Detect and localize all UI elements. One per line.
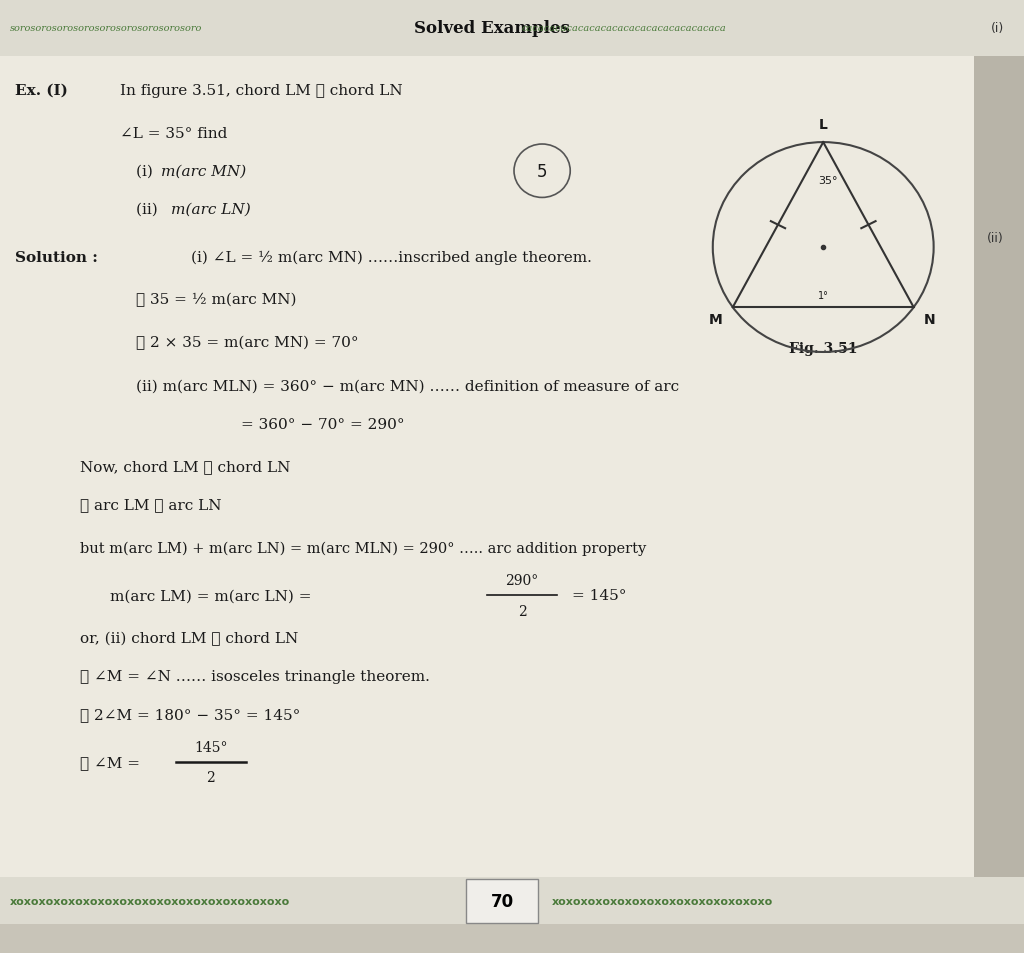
FancyBboxPatch shape: [466, 879, 538, 923]
Text: ∴ 35 = ½ m(arc MN): ∴ 35 = ½ m(arc MN): [135, 294, 296, 307]
Text: (ii): (ii): [135, 203, 162, 216]
Text: 70: 70: [490, 892, 513, 909]
Bar: [974, 29, 1024, 924]
Text: ∴ arc LM ≅ arc LN: ∴ arc LM ≅ arc LN: [80, 498, 222, 512]
Text: Now, chord LM ≅ chord LN: Now, chord LM ≅ chord LN: [80, 460, 291, 474]
Text: (i) ∠L = ½ m(arc MN) ……inscribed angle theorem.: (i) ∠L = ½ m(arc MN) ……inscribed angle t…: [190, 250, 592, 265]
Text: Ex. (I): Ex. (I): [15, 84, 68, 97]
Text: In figure 3.51, chord LM ≅ chord LN: In figure 3.51, chord LM ≅ chord LN: [121, 84, 403, 97]
Text: xoxoxoxoxoxoxoxoxoxoxoxoxoxoxoxoxoxoxo: xoxoxoxoxoxoxoxoxoxoxoxoxoxoxoxoxoxoxo: [10, 896, 290, 905]
Text: xoxoxoxoxoxoxoxoxoxoxoxoxoxoxo: xoxoxoxoxoxoxoxoxoxoxoxoxoxoxo: [552, 896, 773, 905]
Text: Solution :: Solution :: [15, 251, 98, 264]
Text: cacacacacacacacacacacacacacacacacaca: cacacacacacacacacacacacacacacacacaca: [522, 24, 727, 33]
Text: ∴ ∠M = ∠N …… isosceles trinangle theorem.: ∴ ∠M = ∠N …… isosceles trinangle theorem…: [80, 670, 430, 683]
Text: 2: 2: [518, 604, 526, 618]
Text: 290°: 290°: [506, 574, 539, 587]
Text: = 145°: = 145°: [572, 589, 627, 602]
Bar: [0, 0, 1024, 57]
Text: N: N: [924, 313, 935, 327]
Text: ∴ ∠M =: ∴ ∠M =: [80, 756, 145, 769]
Text: but m(arc LM) + m(arc LN) = m(arc MLN) = 290° ….. arc addition property: but m(arc LM) + m(arc LN) = m(arc MLN) =…: [80, 540, 646, 556]
Text: (i): (i): [990, 22, 1004, 35]
Text: (i): (i): [135, 165, 158, 178]
Text: Fig. 3.51: Fig. 3.51: [788, 341, 857, 355]
Bar: [0, 877, 1024, 924]
Text: 35°: 35°: [818, 176, 838, 186]
Text: 5: 5: [537, 163, 548, 180]
Text: m(arc LM) = m(arc LN) =: m(arc LM) = m(arc LN) =: [111, 589, 316, 602]
Text: ∠L = 35° find: ∠L = 35° find: [121, 127, 228, 140]
Text: Solved Examples: Solved Examples: [414, 20, 570, 37]
Text: 145°: 145°: [195, 740, 227, 754]
Text: = 360° − 70° = 290°: = 360° − 70° = 290°: [241, 417, 404, 431]
Text: 2: 2: [207, 771, 215, 784]
Text: ∴ 2 × 35 = m(arc MN) = 70°: ∴ 2 × 35 = m(arc MN) = 70°: [135, 336, 358, 350]
Text: ∴ 2∠M = 180° − 35° = 145°: ∴ 2∠M = 180° − 35° = 145°: [80, 708, 301, 721]
Text: (ii): (ii): [987, 232, 1004, 245]
Text: m(arc LN): m(arc LN): [171, 203, 251, 216]
Text: or, (ii) chord LM ≅ chord LN: or, (ii) chord LM ≅ chord LN: [80, 632, 299, 645]
Text: m(arc MN): m(arc MN): [161, 165, 246, 178]
Text: (ii) m(arc MLN) = 360° − m(arc MN) …… definition of measure of arc: (ii) m(arc MLN) = 360° − m(arc MN) …… de…: [135, 379, 679, 393]
Text: 1°: 1°: [818, 291, 828, 301]
Text: sorosorosorosorosorosorosorosorosoro: sorosorosorosorosorosorosorosorosoro: [10, 24, 203, 33]
Text: M: M: [709, 313, 723, 327]
Text: L: L: [819, 117, 827, 132]
